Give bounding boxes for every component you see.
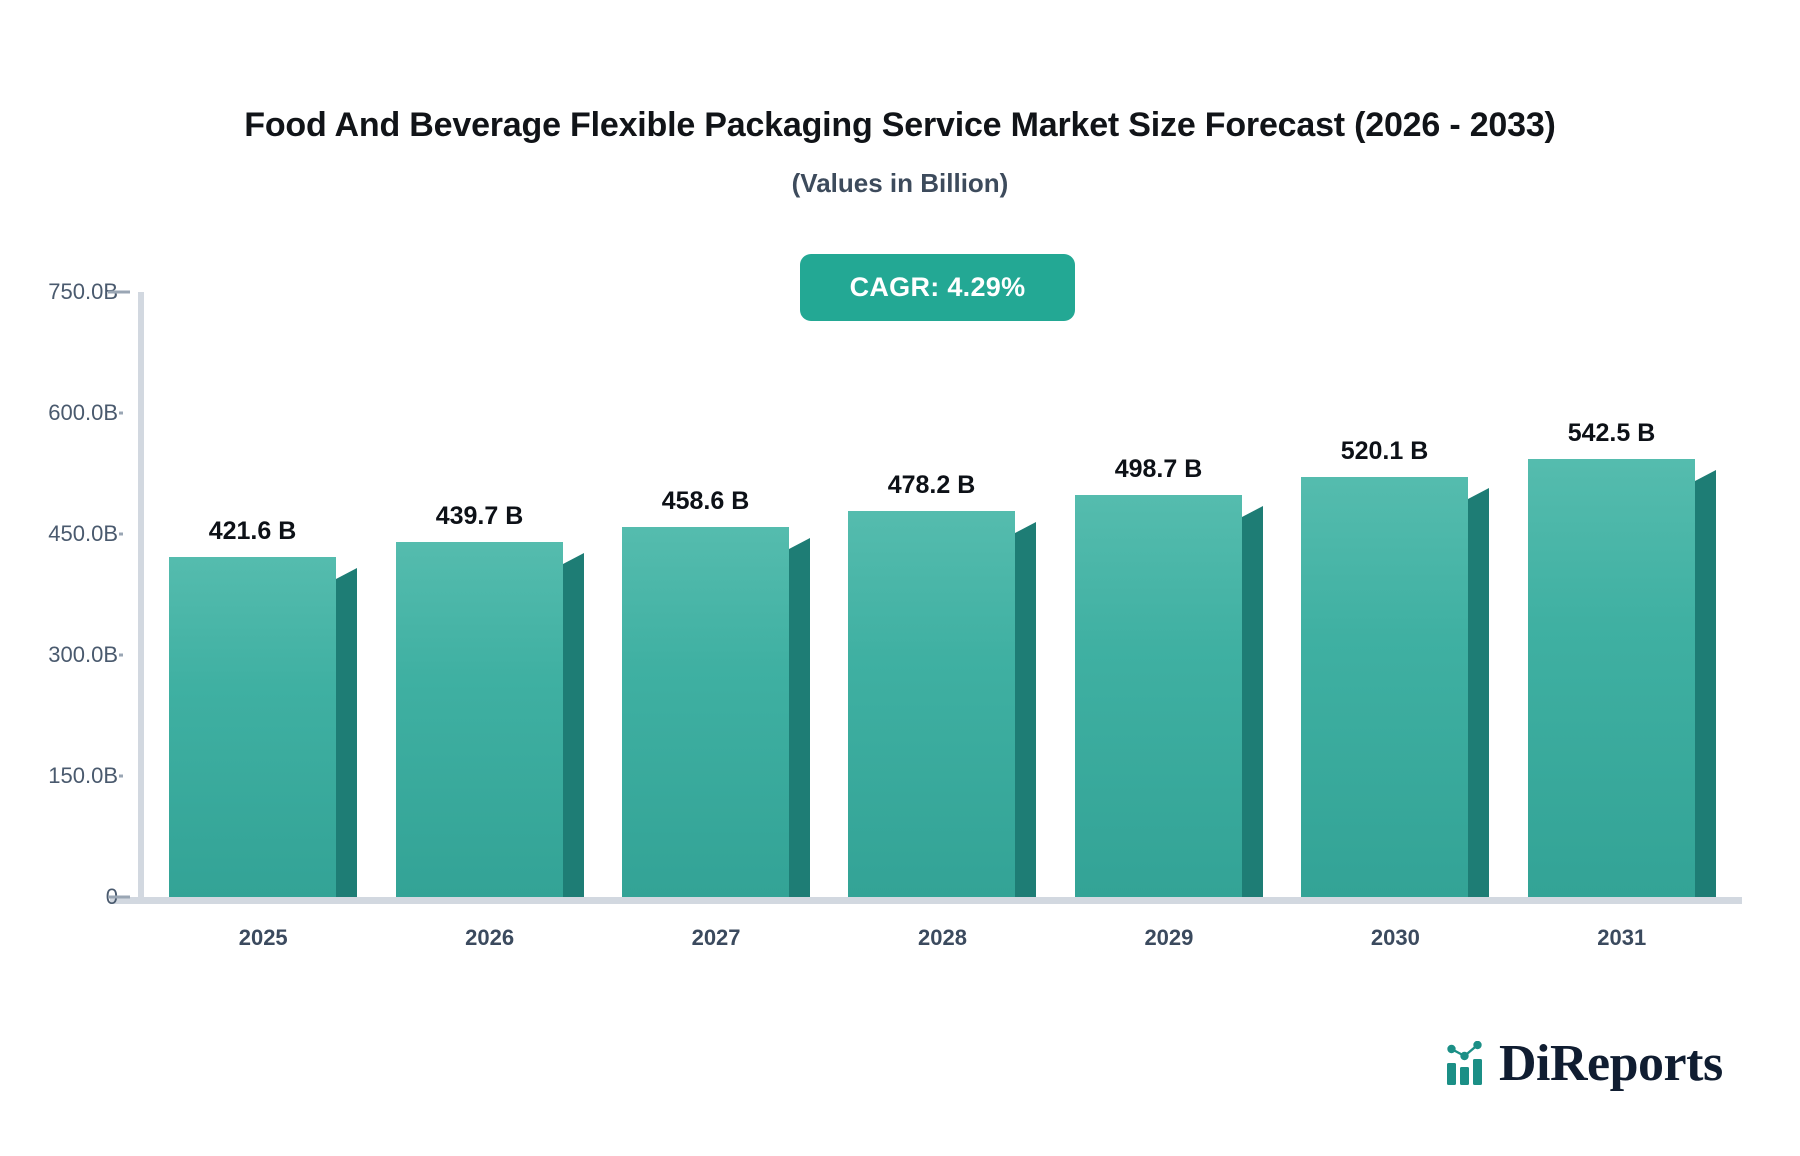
y-axis-tick-label: 150.0B — [48, 763, 118, 788]
y-axis-tick-mark — [119, 653, 123, 657]
x-axis-tick-label: 2030 — [1370, 925, 1420, 950]
y-axis-tick-mark — [108, 290, 130, 294]
y-axis-tick-mark — [119, 411, 123, 415]
bar-front-face — [1075, 495, 1242, 897]
direports-logo: DiReports — [1445, 1038, 1723, 1090]
x-axis-tick-label: 2031 — [1597, 925, 1647, 950]
y-axis-tick-mark — [119, 774, 123, 778]
bar-front-face — [1301, 477, 1468, 897]
bar-side-face — [1695, 470, 1716, 897]
bar-value-label: 421.6 B — [208, 517, 297, 545]
x-axis-tick-label: 2025 — [238, 925, 288, 950]
x-axis-tick-label: 2026 — [465, 925, 515, 950]
bar-front-face — [848, 511, 1015, 897]
bar[interactable]: 520.1 B — [1301, 437, 1489, 897]
y-axis-tick-label: 300.0B — [48, 642, 118, 667]
x-axis-tick-label: 2028 — [918, 925, 967, 950]
bar-value-label: 478.2 B — [887, 471, 976, 499]
bar-value-label: 498.7 B — [1114, 455, 1203, 483]
bar[interactable]: 542.5 B — [1528, 419, 1716, 897]
bar-value-label: 520.1 B — [1340, 437, 1429, 465]
bar-side-face — [1468, 488, 1489, 897]
bar-side-face — [1015, 522, 1036, 897]
x-axis-line — [110, 897, 1742, 904]
bar-front-face — [169, 557, 336, 897]
bar-chart-icon — [1447, 1041, 1482, 1085]
cagr-badge: CAGR: 4.29% — [800, 254, 1075, 321]
page-title: Food And Beverage Flexible Packaging Ser… — [244, 106, 1556, 144]
bar[interactable]: 421.6 B — [169, 517, 357, 897]
bar[interactable]: 439.7 B — [396, 502, 584, 897]
bar-value-label: 542.5 B — [1567, 419, 1656, 447]
bar[interactable]: 458.6 B — [622, 487, 810, 897]
y-axis-tick-label: 0 — [0, 884, 118, 910]
cagr-badge-label: CAGR: 4.29% — [849, 272, 1026, 302]
y-axis-tick-label: 750.0B — [48, 279, 118, 304]
bar-side-face — [336, 568, 357, 897]
bar-value-label: 439.7 B — [435, 502, 524, 530]
y-axis-line — [138, 292, 144, 899]
bar-front-face — [1528, 459, 1695, 897]
bar[interactable]: 478.2 B — [848, 471, 1036, 897]
bar-value-label: 458.6 B — [661, 487, 750, 515]
bar-front-face — [622, 527, 789, 897]
bar-front-face — [396, 542, 563, 897]
page-subtitle: (Values in Billion) — [791, 168, 1009, 198]
x-axis-tick-label: 2027 — [691, 925, 741, 950]
y-axis-tick-label: 450.0B — [48, 521, 118, 546]
y-axis-tick-label: 600.0B — [48, 400, 118, 425]
bar-side-face — [789, 538, 810, 897]
bar-side-face — [563, 553, 584, 897]
logo-wordmark: DiReports — [1499, 1035, 1723, 1092]
bar[interactable]: 498.7 B — [1075, 455, 1263, 897]
y-axis-tick-mark — [119, 532, 123, 536]
x-axis-tick-label: 2029 — [1144, 925, 1194, 950]
bar-side-face — [1242, 506, 1263, 897]
y-axis-tick-mark — [108, 895, 130, 899]
